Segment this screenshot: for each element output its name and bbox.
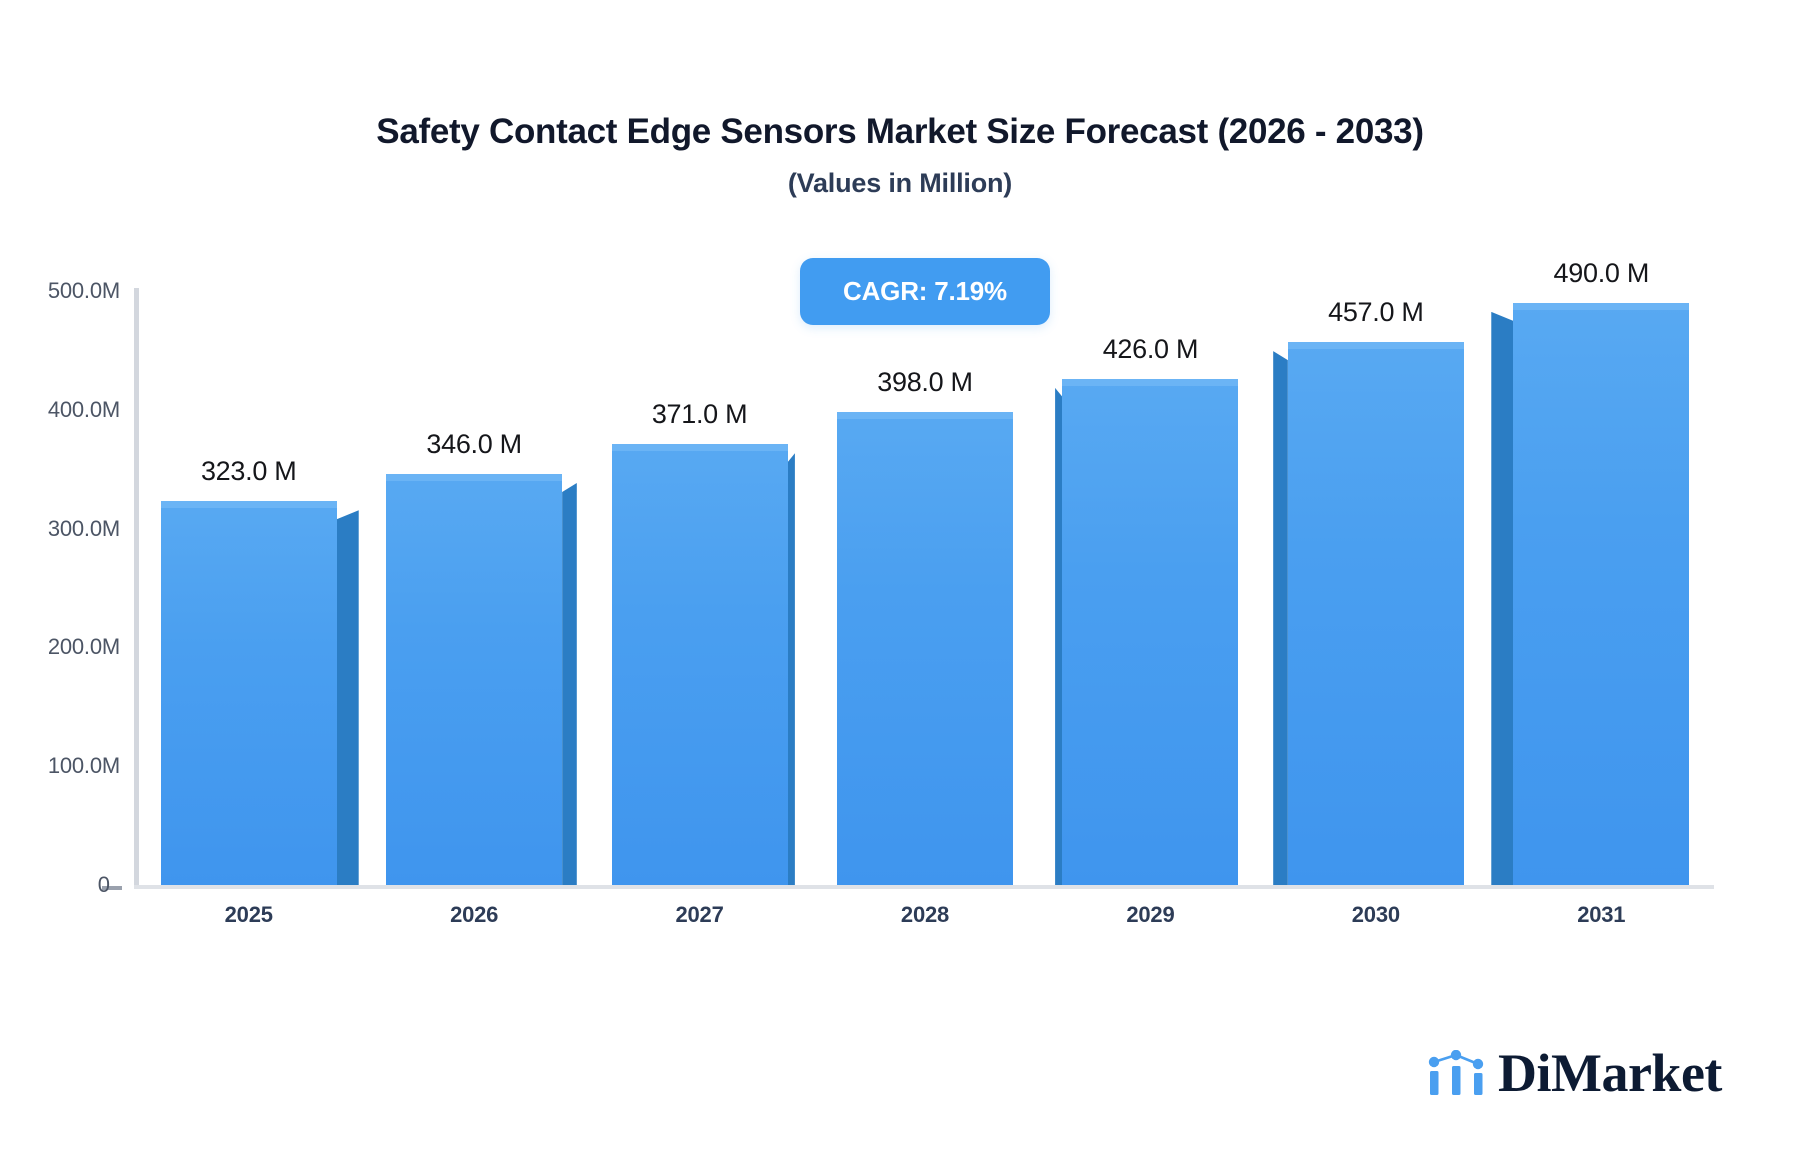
bar-side-face <box>336 510 359 885</box>
chart-title: Safety Contact Edge Sensors Market Size … <box>376 112 1424 151</box>
bar-value-label: 346.0 M <box>426 428 522 459</box>
y-axis-tick-label: 400.0M <box>47 396 120 422</box>
y-axis-tick-label: 500.0M <box>47 278 120 303</box>
bar-2025: 323.0 M <box>160 456 359 885</box>
y-axis-line <box>134 288 139 889</box>
y-axis-tick-label: 200.0M <box>47 634 120 660</box>
bar-value-label: 426.0 M <box>1102 333 1199 364</box>
bar-top-face <box>1062 378 1239 386</box>
x-axis-tick-label-2025: 2025 <box>224 902 273 927</box>
bar-front-face <box>1513 302 1690 885</box>
bar-front-face <box>1287 342 1464 885</box>
bar-side-face <box>1273 351 1288 885</box>
x-axis-tick-label-2028: 2028 <box>900 902 950 927</box>
y-axis-zero-tick <box>102 886 122 890</box>
bar-top-face <box>386 473 563 481</box>
bar-2031: 490.0 M <box>1491 258 1690 885</box>
bar-top-face <box>611 444 788 452</box>
x-axis-tick-label-2031: 2031 <box>1577 902 1626 927</box>
bar-side-face <box>787 453 795 885</box>
bar-value-label: 323.0 M <box>200 456 297 487</box>
bar-value-label: 457.0 M <box>1328 297 1424 328</box>
bar-front-face <box>837 412 1013 885</box>
bar-front-face <box>1062 378 1239 885</box>
bar-side-face <box>562 482 577 885</box>
bar-chart-icon <box>1428 1050 1484 1095</box>
chart-subtitle: (Values in Million) <box>787 168 1013 198</box>
bar-side-face <box>1055 387 1063 885</box>
bar-2030: 457.0 M <box>1273 297 1464 885</box>
bar-2029: 426.0 M <box>1055 334 1239 885</box>
x-axis-line <box>134 885 1714 889</box>
y-axis-tick-label: 300.0M <box>47 515 120 541</box>
bar-top-face <box>1287 342 1464 350</box>
x-axis-tick-label-2030: 2030 <box>1351 902 1400 927</box>
bar-top-face <box>160 501 337 509</box>
x-axis-tick-label-2027: 2027 <box>675 902 724 927</box>
x-axis-tick-label-2029: 2029 <box>1126 902 1175 927</box>
bar-front-face <box>611 444 788 885</box>
bar-2026: 346.0 M <box>386 429 577 885</box>
cagr-badge: CAGR: 7.19% <box>800 258 1050 325</box>
logo-wordmark: DiMarket <box>1498 1043 1722 1103</box>
bar-value-label: 371.0 M <box>651 399 748 430</box>
y-axis-tick-labels: 500.0M 400.0M 300.0M 200.0M 100.0M 0 <box>0 0 120 1156</box>
bar-2027: 371.0 M <box>611 399 795 885</box>
x-axis-tick-label-2026: 2026 <box>450 902 499 927</box>
bar-front-face <box>386 473 563 885</box>
bar-side-face <box>1491 311 1514 885</box>
bar-value-label: 398.0 M <box>877 367 973 398</box>
cagr-badge-label: CAGR: 7.19% <box>843 276 1007 306</box>
bar-2028: 398.0 M <box>837 367 1013 885</box>
y-axis-tick-label: 100.0M <box>47 753 120 779</box>
bar-value-label: 490.0 M <box>1553 257 1650 288</box>
y-axis-zero-label: 0 <box>97 872 110 897</box>
bar-top-face <box>837 412 1013 420</box>
bar-front-face <box>160 501 337 885</box>
bar-top-face <box>1513 302 1690 310</box>
dimarket-logo: DiMarket <box>1428 1046 1722 1100</box>
